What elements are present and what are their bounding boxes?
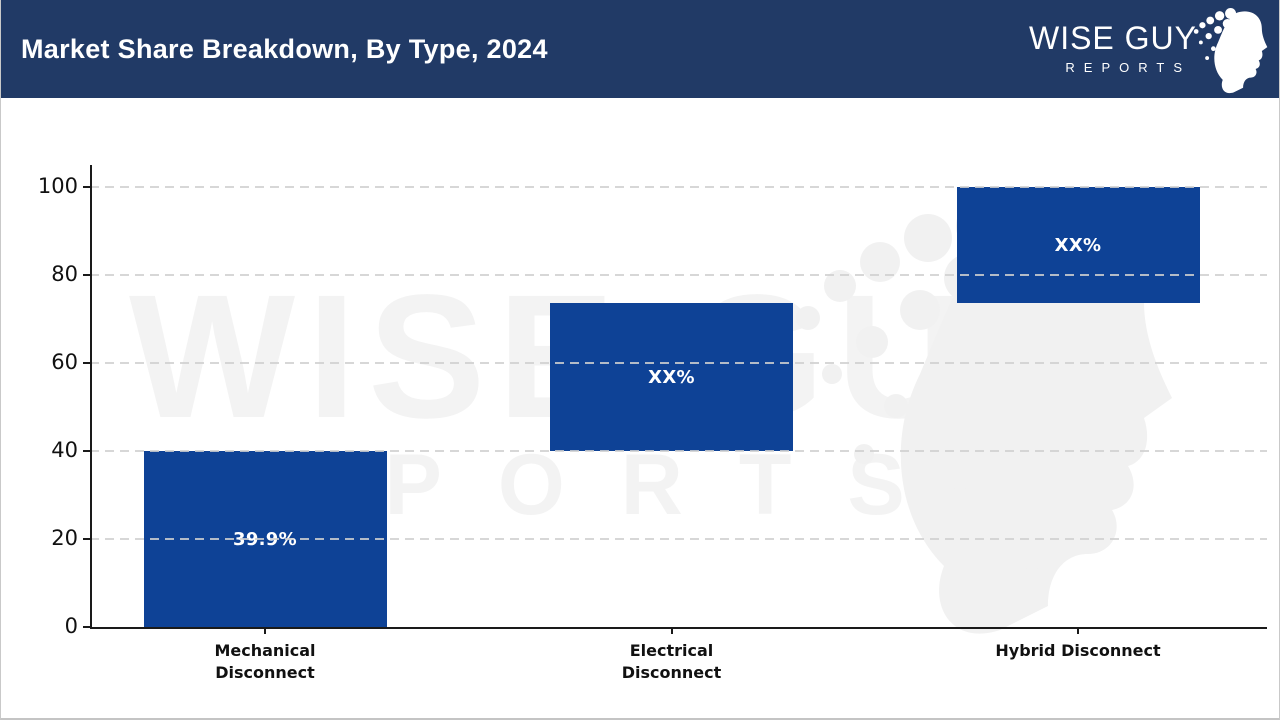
gridline: [90, 450, 1267, 452]
x-category-label: Electrical Disconnect: [621, 641, 722, 682]
x-axis-line: [90, 627, 1267, 629]
y-tick-label: 100: [37, 174, 78, 198]
y-tick-label: 0: [64, 614, 78, 638]
gridline: [90, 274, 1267, 276]
chart-area: WISE GUY REPORTS 0 20 40 60 80 100 39.9% XX% XX%…: [1, 98, 1279, 718]
gridline: [90, 538, 1267, 540]
y-tick-mark: [83, 274, 90, 276]
bar-value-label: XX%: [1054, 234, 1102, 256]
y-tick-label: 40: [51, 438, 78, 462]
y-tick-mark: [83, 186, 90, 188]
y-tick-mark: [83, 626, 90, 628]
gridline: [90, 362, 1267, 364]
y-tick-label: 80: [51, 262, 78, 286]
x-tick-mark: [264, 627, 266, 634]
logo-wordmark: WISE GUY: [1028, 20, 1197, 56]
y-tick-label: 60: [51, 350, 78, 374]
dotted-head-icon: [1193, 8, 1268, 94]
y-tick-mark: [83, 362, 90, 364]
bar: XX%: [956, 187, 1200, 303]
wise-guy-logo: WISE GUY REPORTS: [1009, 4, 1269, 96]
x-category-label: Hybrid Disconnect: [995, 641, 1161, 660]
x-tick-mark: [1077, 627, 1079, 634]
header: Market Share Breakdown, By Type, 2024 WI…: [1, 0, 1279, 98]
x-tick-mark: [670, 627, 673, 634]
y-tick-label: 20: [51, 526, 78, 550]
x-category-label: Mechanical Disconnect: [214, 641, 316, 682]
y-tick-mark: [83, 538, 90, 540]
bar: XX%: [550, 303, 793, 451]
y-tick-mark: [83, 450, 90, 452]
page-title: Market Share Breakdown, By Type, 2024: [21, 34, 548, 64]
logo-reports-text: REPORTS: [1065, 60, 1191, 75]
gridline: [90, 186, 1267, 188]
y-axis-line: [90, 165, 92, 629]
bar-value-label: XX%: [648, 366, 695, 388]
